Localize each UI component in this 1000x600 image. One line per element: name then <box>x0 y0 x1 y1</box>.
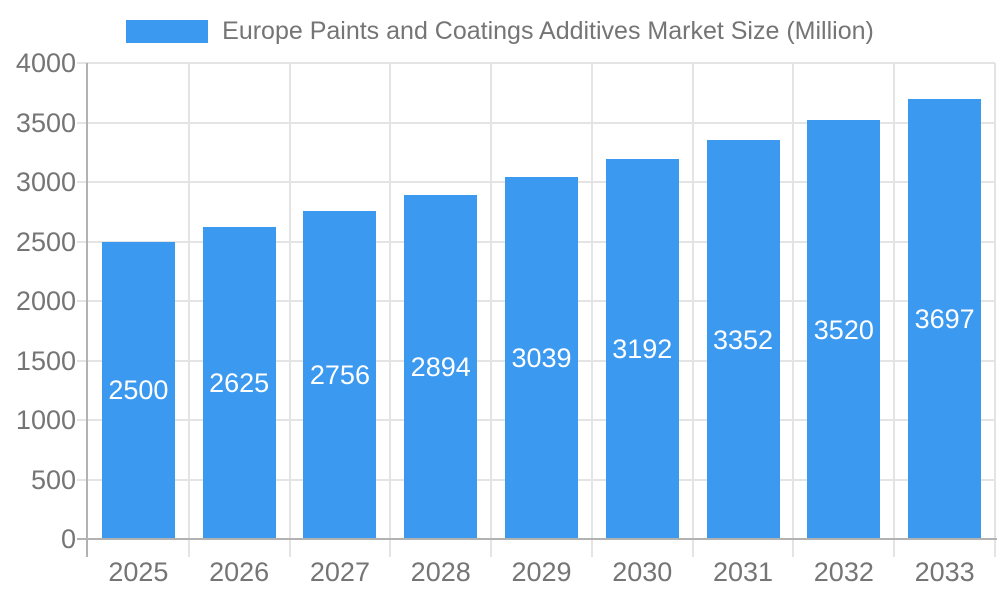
x-tick-label-2029: 2029 <box>511 557 572 587</box>
y-axis-line <box>86 63 88 557</box>
bar-value-label-2032: 3520 <box>813 314 874 345</box>
bar-2029[interactable]: 3039 <box>505 177 578 539</box>
bar-value-label-2027: 2756 <box>309 360 370 391</box>
gridline-h-4000 <box>77 62 995 64</box>
bar-2033[interactable]: 3697 <box>908 99 982 539</box>
y-tick-label-2500: 2500 <box>15 226 76 257</box>
x-tick-label-2027: 2027 <box>309 557 370 587</box>
y-tick-label-1000: 1000 <box>15 405 76 435</box>
gridline-v-7 <box>792 63 795 557</box>
bar-value-label-2033: 3697 <box>914 304 975 335</box>
gridline-v-2 <box>288 63 291 557</box>
legend-swatch <box>126 19 209 43</box>
x-tick-label-2028: 2028 <box>410 557 471 587</box>
gridline-v-8 <box>893 63 896 557</box>
y-tick-label-500: 500 <box>30 464 76 495</box>
bar-2027[interactable]: 2756 <box>303 211 377 539</box>
gridline-v-5 <box>590 63 593 557</box>
gridline-v-9 <box>994 63 996 557</box>
bar-value-label-2031: 3352 <box>713 324 774 355</box>
bar-2026[interactable]: 2625 <box>202 226 276 539</box>
y-tick-label-1500: 1500 <box>15 345 76 376</box>
bar-value-label-2026: 2625 <box>209 367 270 398</box>
bar-2028[interactable]: 2894 <box>404 194 478 539</box>
bar-2025[interactable]: 2500 <box>101 241 175 539</box>
legend[interactable]: Europe Paints and Coatings Additives Mar… <box>0 16 1000 46</box>
x-tick-label-2030: 2030 <box>612 557 673 587</box>
x-tick-label-2026: 2026 <box>209 557 270 587</box>
y-tick-label-0: 0 <box>60 524 76 554</box>
y-tick-label-2000: 2000 <box>15 286 76 316</box>
x-tick-label-2025: 2025 <box>108 557 169 587</box>
gridline-h-3500 <box>77 121 995 124</box>
gridline-v-6 <box>691 63 694 557</box>
gridline-v-3 <box>389 63 392 557</box>
bar-value-label-2025: 2500 <box>108 375 169 406</box>
bar-2030[interactable]: 3192 <box>605 159 679 539</box>
x-axis-line <box>77 538 997 540</box>
x-tick-label-2031: 2031 <box>713 557 774 587</box>
legend-label: Europe Paints and Coatings Additives Mar… <box>222 17 874 45</box>
plot-area: 2500 2025 2625 2026 2756 2027 2894 2028 3039 2029… <box>77 62 997 586</box>
gridline-v-4 <box>490 63 493 557</box>
gridline-v-1 <box>187 63 190 557</box>
y-axis-labels: 0 500 1000 1500 2000 2500 3000 3500 4000 <box>0 49 76 553</box>
bar-2032[interactable]: 3520 <box>807 120 881 539</box>
x-tick-label-2032: 2032 <box>813 557 874 587</box>
y-tick-label-3000: 3000 <box>15 167 76 197</box>
x-tick-label-2033: 2033 <box>914 557 975 587</box>
bar-value-label-2029: 3039 <box>511 343 572 374</box>
y-tick-label-3500: 3500 <box>15 107 76 138</box>
bar-value-label-2028: 2894 <box>410 351 471 382</box>
bar-value-label-2030: 3192 <box>612 334 673 365</box>
y-tick-label-4000: 4000 <box>15 48 76 78</box>
bar-2031[interactable]: 3352 <box>706 140 780 539</box>
